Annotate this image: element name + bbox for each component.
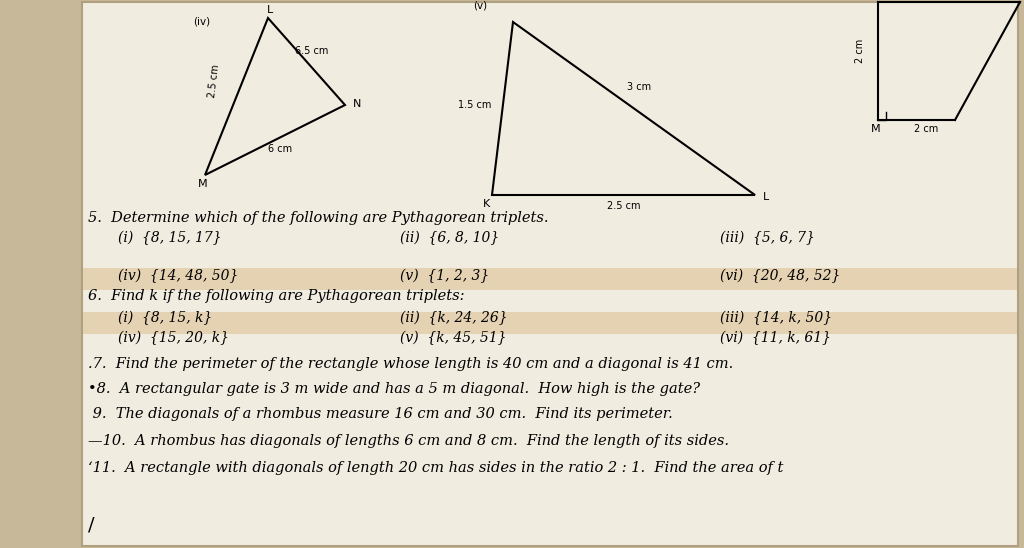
Text: /: / <box>88 516 94 534</box>
Text: 6.  Find k if the following are Pythagorean triplets:: 6. Find k if the following are Pythagore… <box>88 289 465 303</box>
Text: 2 cm: 2 cm <box>855 39 865 63</box>
Text: 2.5 cm: 2.5 cm <box>607 201 640 211</box>
Text: (ii)  {6, 8, 10}: (ii) {6, 8, 10} <box>400 231 500 245</box>
Text: (v)  {1, 2, 3}: (v) {1, 2, 3} <box>400 269 489 283</box>
Text: L: L <box>763 192 769 202</box>
Text: (v)  {k, 45, 51}: (v) {k, 45, 51} <box>400 331 507 345</box>
Text: (iv)  {15, 20, k}: (iv) {15, 20, k} <box>118 331 229 345</box>
Text: (iv)  {14, 48, 50}: (iv) {14, 48, 50} <box>118 269 239 283</box>
Text: (iv): (iv) <box>193 17 210 27</box>
Text: K: K <box>483 199 490 209</box>
Text: (ii)  {k, 24, 26}: (ii) {k, 24, 26} <box>400 311 508 325</box>
Text: —10.  A rhombus has diagonals of lengths 6 cm and 8 cm.  Find the length of its : —10. A rhombus has diagonals of lengths … <box>88 434 729 448</box>
Text: (iii)  {14, k, 50}: (iii) {14, k, 50} <box>720 311 833 325</box>
Text: 6 cm: 6 cm <box>268 144 292 154</box>
Text: •8.  A rectangular gate is 3 m wide and has a 5 m diagonal.  How high is the gat: •8. A rectangular gate is 3 m wide and h… <box>88 382 700 396</box>
Text: 3 cm: 3 cm <box>627 83 651 93</box>
Text: (i)  {8, 15, k}: (i) {8, 15, k} <box>118 311 212 325</box>
Text: 1.5 cm: 1.5 cm <box>458 100 492 111</box>
Text: N: N <box>353 99 361 109</box>
Text: (vi)  {20, 48, 52}: (vi) {20, 48, 52} <box>720 269 841 283</box>
Text: M: M <box>199 179 208 189</box>
Text: (v): (v) <box>473 0 487 10</box>
Text: 6.5 cm: 6.5 cm <box>295 45 328 55</box>
FancyBboxPatch shape <box>83 268 1017 290</box>
Text: 2 cm: 2 cm <box>914 124 939 134</box>
Text: 9.  The diagonals of a rhombus measure 16 cm and 30 cm.  Find its perimeter.: 9. The diagonals of a rhombus measure 16… <box>88 407 673 421</box>
Text: (iii)  {5, 6, 7}: (iii) {5, 6, 7} <box>720 231 815 245</box>
FancyBboxPatch shape <box>83 312 1017 334</box>
Text: 2.5 cm: 2.5 cm <box>208 64 221 99</box>
FancyBboxPatch shape <box>82 2 1018 546</box>
Text: (i)  {8, 15, 17}: (i) {8, 15, 17} <box>118 231 221 245</box>
Text: ‘11.  A rectangle with diagonals of length 20 cm has sides in the ratio 2 : 1.  : ‘11. A rectangle with diagonals of lengt… <box>88 461 783 475</box>
Text: 5.  Determine which of the following are Pythagorean triplets.: 5. Determine which of the following are … <box>88 211 549 225</box>
Text: L: L <box>267 5 273 15</box>
Text: M: M <box>871 124 881 134</box>
Text: .7.  Find the perimeter of the rectangle whose length is 40 cm and a diagonal is: .7. Find the perimeter of the rectangle … <box>88 357 733 371</box>
Text: (vi)  {11, k, 61}: (vi) {11, k, 61} <box>720 331 831 345</box>
